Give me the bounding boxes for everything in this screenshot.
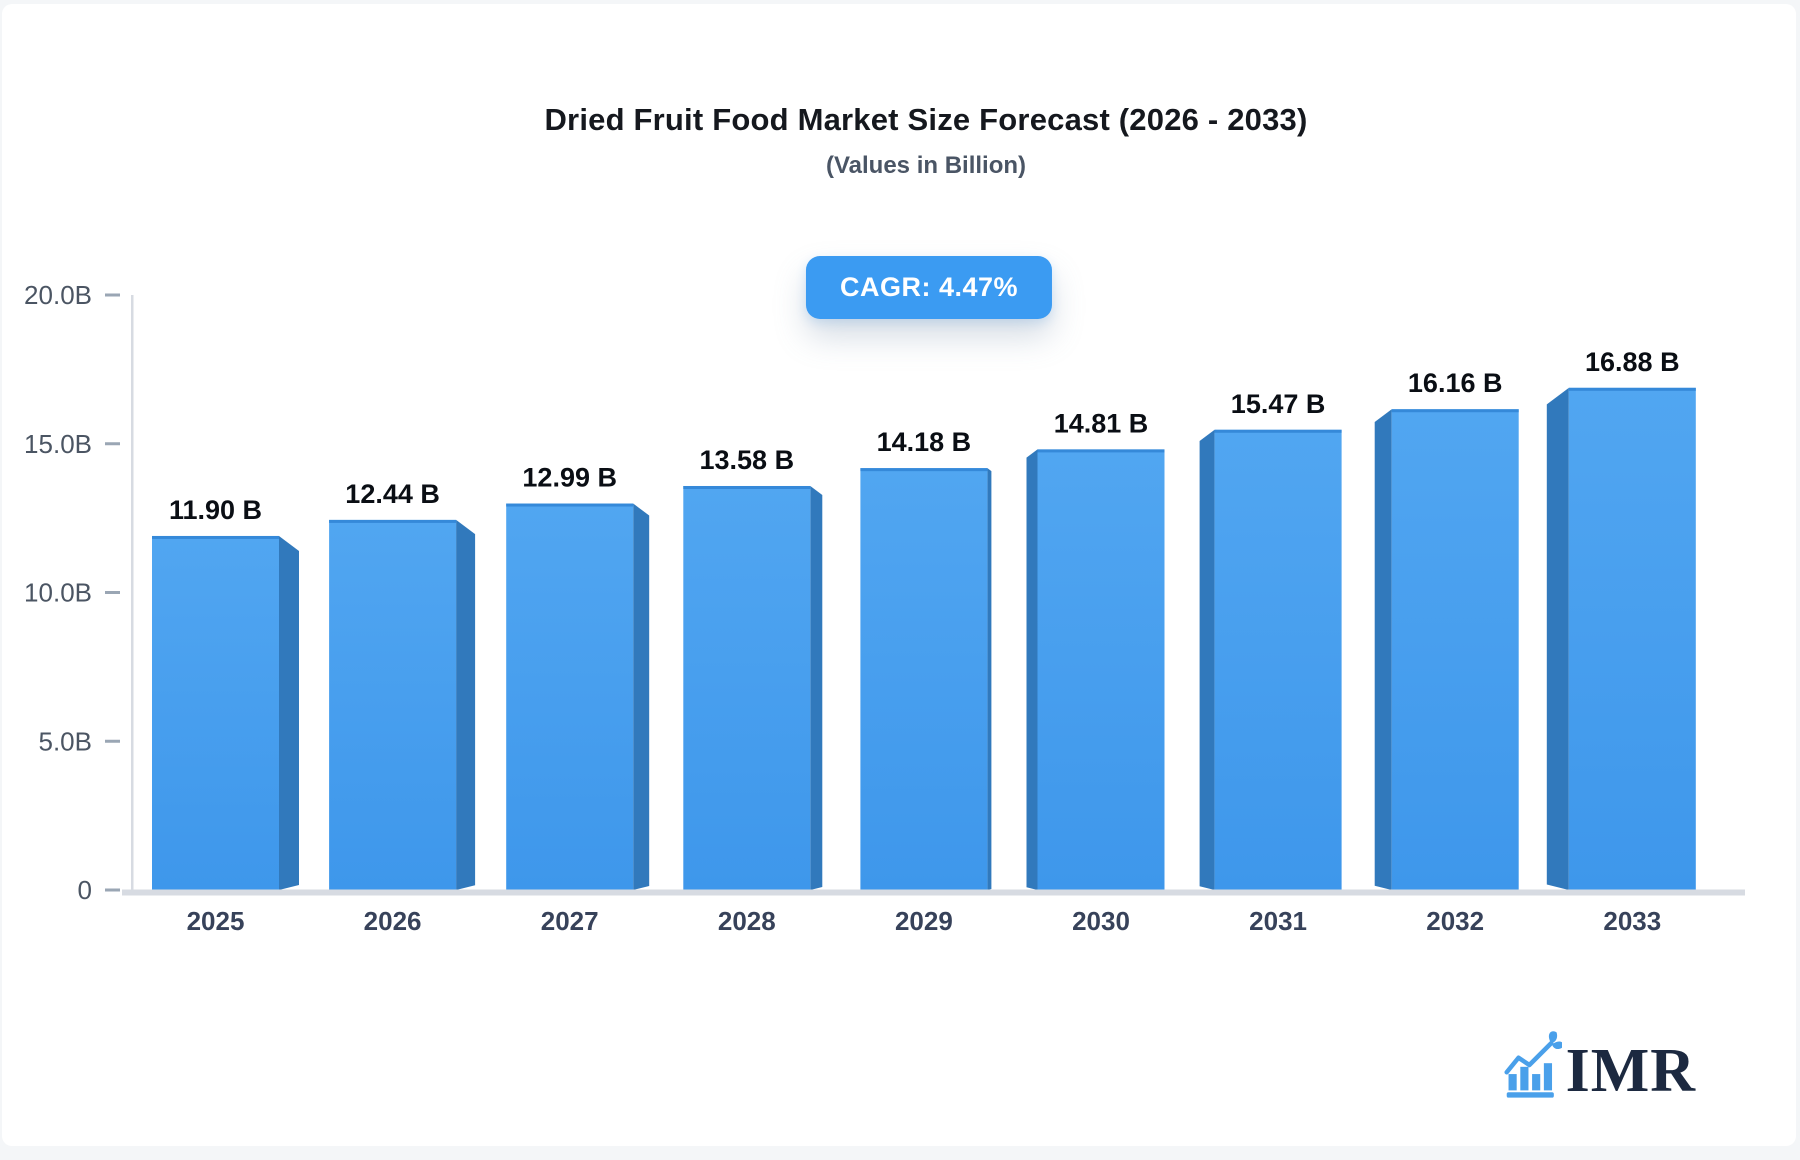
x-tick-label: 2025 — [187, 906, 245, 936]
bar-value-label: 12.44 B — [345, 479, 440, 509]
y-tick-label: 20.0B — [24, 280, 92, 310]
bar-front-face — [1568, 387, 1696, 890]
bar-top-edge — [1391, 409, 1519, 413]
bar-front-face — [1214, 429, 1342, 890]
bar-group-2027 — [506, 503, 650, 890]
bar-value-label: 13.58 B — [700, 445, 795, 475]
y-tick-dash — [105, 888, 120, 892]
y-tick-label: 5.0B — [39, 726, 93, 756]
bars-layer — [152, 387, 1696, 890]
bar-chart-leaf-icon — [1504, 1031, 1562, 1098]
bar-front-face — [1037, 449, 1165, 890]
bar-side-face — [456, 519, 476, 890]
bar-top-edge — [683, 485, 811, 489]
bar-front-face — [1391, 409, 1519, 890]
x-tick-label: 2027 — [541, 906, 599, 936]
axis-layer: 20.0B 15.0B 10.0B 5.0B 0 — [24, 280, 134, 905]
bar-side-face — [279, 535, 299, 890]
y-tick-dash — [105, 442, 120, 446]
bar-side-face — [1199, 429, 1215, 890]
bar-top-edge — [1214, 429, 1342, 433]
y-axis-line — [131, 295, 134, 892]
y-tick-dash — [105, 293, 120, 297]
bar-side-face — [810, 485, 823, 890]
bar-chart: 20.0B 15.0B 10.0B 5.0B 0 11.90 B 12.44 B 12.99… — [24, 280, 1745, 936]
x-tick-label: 2026 — [364, 906, 422, 936]
bar-value-label: 11.90 B — [169, 495, 262, 525]
bar-top-edge — [329, 519, 457, 523]
x-axis-baseline — [122, 889, 1745, 896]
y-tick-dash — [105, 591, 120, 594]
chart-subtitle: (Values in Billion) — [825, 152, 1027, 179]
bar-value-label: 14.81 B — [1054, 408, 1149, 438]
x-tick-label: 2032 — [1426, 906, 1484, 936]
bar-side-face — [1026, 449, 1038, 890]
chart-title: Dried Fruit Food Market Size Forecast (2… — [544, 102, 1308, 137]
bar-value-label: 16.88 B — [1585, 347, 1680, 377]
labels-layer: 11.90 B 12.44 B 12.99 B 13.58 B 14.18 B 14.81… — [122, 347, 1745, 936]
bar-front-face — [860, 468, 988, 890]
bar-top-edge — [506, 503, 634, 507]
bar-side-face — [633, 503, 650, 890]
cagr-badge: CAGR: 4.47% — [805, 256, 1053, 319]
y-tick-label: 0 — [78, 875, 92, 905]
bar-side-face — [1374, 409, 1392, 890]
bar-group-2026 — [329, 519, 476, 890]
bar-group-2031 — [1199, 429, 1342, 890]
bar-value-label: 14.18 B — [877, 427, 972, 457]
imr-logo: IMR — [1504, 1030, 1696, 1105]
chart-card: Dried Fruit Food Market Size Forecast (2… — [2, 4, 1796, 1146]
bar-group-2033 — [1546, 387, 1696, 890]
logo-text: IMR — [1565, 1037, 1696, 1105]
x-tick-label: 2031 — [1249, 906, 1307, 936]
bar-group-2025 — [152, 535, 299, 890]
bar-front-face — [683, 485, 811, 890]
bar-front-face — [329, 519, 457, 890]
bar-side-face — [1546, 387, 1569, 890]
x-tick-label: 2029 — [895, 906, 953, 936]
bar-value-label: 15.47 B — [1231, 389, 1326, 419]
x-tick-label: 2033 — [1603, 906, 1661, 936]
x-tick-label: 2030 — [1072, 906, 1130, 936]
bar-front-face — [152, 535, 279, 890]
x-tick-label: 2028 — [718, 906, 776, 936]
bar-group-2030 — [1026, 449, 1165, 890]
bar-top-edge — [1037, 449, 1165, 453]
bar-front-face — [506, 503, 634, 890]
y-tick-label: 15.0B — [24, 429, 92, 459]
bar-group-2028 — [683, 485, 823, 890]
bar-top-edge — [860, 468, 988, 472]
leaf-icon — [1548, 1031, 1562, 1050]
bar-top-edge — [152, 535, 279, 539]
bar-group-2029 — [860, 468, 992, 890]
y-tick-label: 10.0B — [24, 578, 92, 608]
bar-value-label: 16.16 B — [1408, 368, 1503, 398]
bar-value-label: 12.99 B — [522, 463, 617, 493]
y-tick-dash — [105, 739, 120, 743]
bar-top-edge — [1568, 387, 1696, 391]
bar-side-face — [987, 468, 992, 890]
bar-group-2032 — [1374, 409, 1519, 890]
